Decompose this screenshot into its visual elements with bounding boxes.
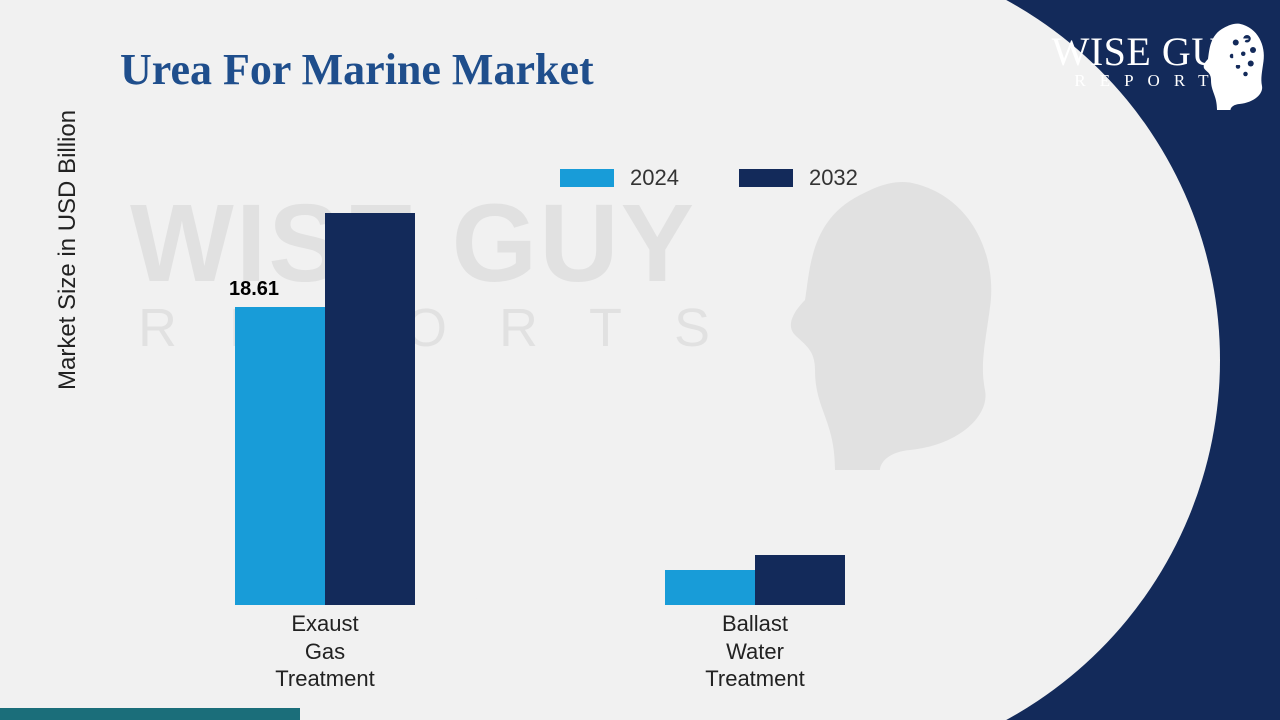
y-axis-label: Market Size in USD Billion <box>54 110 82 390</box>
brand-logo: WISE GUY REPORTS <box>1052 28 1250 91</box>
legend-swatch-2032 <box>739 169 793 187</box>
legend-label: 2024 <box>630 165 679 191</box>
bar <box>665 570 755 605</box>
legend-item: 2032 <box>739 165 858 191</box>
bar <box>325 213 415 605</box>
bar <box>755 555 845 605</box>
legend: 2024 2032 <box>560 165 858 191</box>
category-label: ExaustGasTreatment <box>235 610 415 693</box>
chart-plot: 18.61ExaustGasTreatmentBallastWaterTreat… <box>110 205 970 605</box>
legend-item: 2024 <box>560 165 679 191</box>
bar-value-label: 18.61 <box>229 278 279 301</box>
brand-logo-sub: REPORTS <box>1052 71 1250 91</box>
legend-swatch-2024 <box>560 169 614 187</box>
bar <box>235 307 325 605</box>
brand-logo-main: WISE GUY <box>1052 28 1250 75</box>
stage: WISE GUY REPORTS Urea For Marine Market … <box>0 0 1280 720</box>
chart-title: Urea For Marine Market <box>120 44 594 95</box>
category-label: BallastWaterTreatment <box>665 610 845 693</box>
bottom-accent-strip <box>0 708 300 720</box>
legend-label: 2032 <box>809 165 858 191</box>
